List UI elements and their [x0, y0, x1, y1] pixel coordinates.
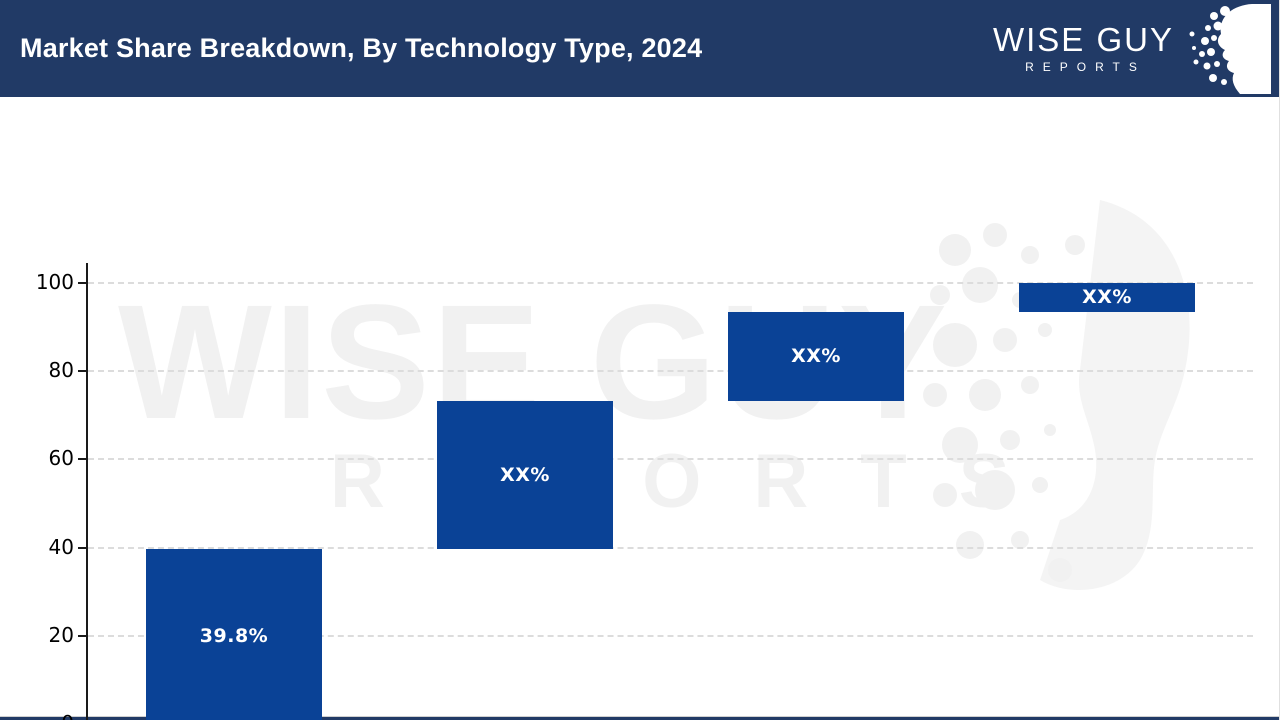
- bar-value-label: 39.8%: [199, 625, 269, 648]
- gridline: [88, 370, 1253, 373]
- bar-multi-sensor-detectors: XX%: [728, 311, 904, 401]
- footer-accent-bar: [0, 717, 1279, 720]
- logo-subtitle: REPORTS: [1025, 60, 1146, 74]
- logo-head-icon: [1189, 3, 1271, 94]
- y-tick-mark: [78, 458, 86, 461]
- y-tick-label: 20: [48, 622, 74, 647]
- y-axis-line: [86, 263, 88, 720]
- bar-smoke-detectors: 39.8%: [146, 548, 322, 720]
- bar-heat-detectors: XX%: [437, 400, 613, 549]
- bar-beam-detectors: XX%: [1019, 283, 1195, 312]
- gridline: [88, 546, 1253, 549]
- wise-guy-logo: WISE GUY REPORTS: [993, 3, 1279, 94]
- bar-value-label: XX%: [791, 345, 841, 368]
- bar-value-label: XX%: [1082, 286, 1132, 309]
- chart-plot-area: 020406080100 39.8%XX%XX%XX% Smoke Detect…: [0, 97, 1279, 720]
- gridline: [88, 634, 1253, 637]
- y-tick-label: 80: [48, 358, 74, 383]
- y-tick-mark: [78, 282, 86, 285]
- y-tick-mark: [78, 634, 86, 637]
- logo-wordmark: WISE GUY: [992, 21, 1174, 58]
- bar-value-label: XX%: [500, 463, 550, 486]
- header-bar: Market Share Breakdown, By Technology Ty…: [0, 0, 1279, 97]
- y-tick-label: 40: [48, 534, 74, 559]
- y-tick-label: 100: [35, 270, 74, 295]
- gridline: [88, 458, 1253, 461]
- gridline: [88, 282, 1253, 285]
- y-tick-label: 60: [48, 446, 74, 471]
- y-tick-mark: [78, 370, 86, 373]
- page-title: Market Share Breakdown, By Technology Ty…: [20, 33, 703, 63]
- logo-text: WISE GUY REPORTS: [993, 23, 1174, 74]
- y-tick-label: 0: [14, 711, 74, 720]
- y-tick-mark: [78, 546, 86, 549]
- footer-divider: [0, 716, 1279, 717]
